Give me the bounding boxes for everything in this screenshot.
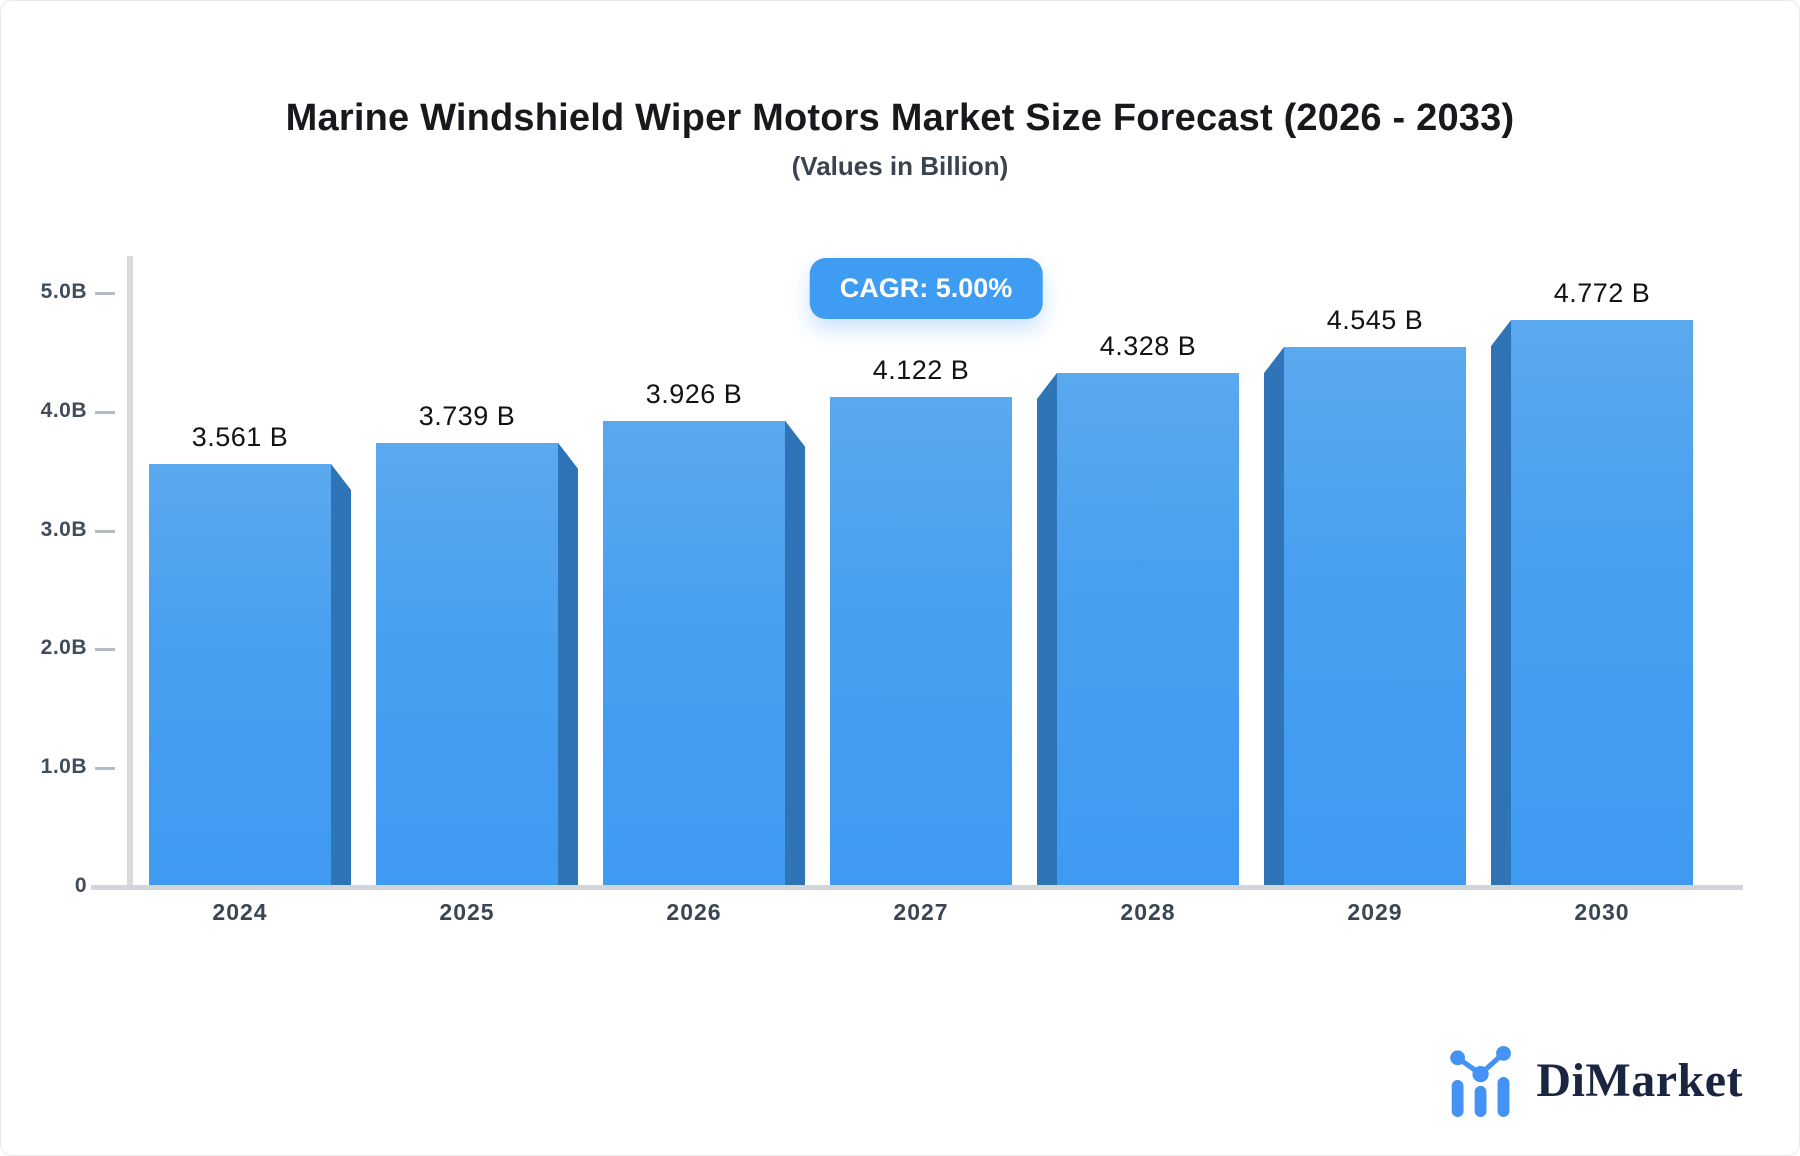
x-axis-label-2028: 2028 (1120, 899, 1176, 925)
brand-name: DiMarket (1536, 1053, 1743, 1107)
y-axis-tick-label: 1.0B (40, 755, 87, 779)
brand-logo: DiMarket (1448, 1041, 1743, 1119)
chart-title: Marine Windshield Wiper Motors Market Si… (285, 97, 1515, 139)
bar-side-2029 (1264, 347, 1284, 887)
bar-line-chart-icon (1450, 1045, 1512, 1117)
bar-side-2028 (1037, 372, 1057, 887)
y-axis-tick (95, 410, 115, 414)
y-axis-tick (95, 648, 115, 652)
y-axis-tick (95, 767, 115, 771)
x-axis-label-2029: 2029 (1347, 899, 1403, 925)
x-axis-baseline (91, 885, 1743, 890)
bar-side-2026 (785, 420, 805, 887)
bar-value-label-2027: 4.122 B (872, 355, 970, 386)
cagr-badge: CAGR: 5.00% (809, 258, 1043, 319)
bar-2030 (1511, 320, 1693, 887)
y-axis-tick (95, 292, 115, 295)
bar-2027 (830, 397, 1012, 887)
y-axis-tick-label: 4.0B (40, 398, 87, 422)
x-axis-label-2024: 2024 (212, 899, 268, 925)
bar-value-label-2030: 4.772 B (1553, 278, 1651, 309)
x-axis-label-2026: 2026 (666, 899, 722, 925)
bar-value-label-2025: 3.739 B (418, 400, 516, 431)
bar-2029 (1284, 347, 1466, 887)
y-axis-line (127, 256, 133, 889)
bar-2024 (149, 463, 331, 887)
bar-side-2025 (558, 442, 578, 887)
x-axis-label-2025: 2025 (439, 899, 495, 925)
x-axis-label-2030: 2030 (1574, 899, 1630, 925)
bar-side-2030 (1491, 320, 1511, 887)
y-axis-tick-label: 2.0B (40, 636, 87, 660)
x-axis-label-2027: 2027 (893, 899, 949, 925)
y-axis-tick-label: 5.0B (40, 280, 87, 303)
bar-2026 (603, 420, 785, 887)
y-axis-tick-label: 0 (74, 874, 87, 897)
bar-value-label-2024: 3.561 B (191, 421, 289, 452)
bar-side-2024 (331, 463, 351, 887)
bar-value-label-2028: 4.328 B (1099, 330, 1197, 361)
chart-subtitle: (Values in Billion) (791, 151, 1009, 181)
bar-2025 (376, 442, 558, 887)
bar-value-label-2026: 3.926 B (645, 378, 743, 409)
bar-value-label-2029: 4.545 B (1326, 305, 1424, 336)
bar-2028 (1057, 372, 1239, 887)
y-axis-tick-label: 3.0B (40, 517, 87, 541)
y-axis-tick (95, 529, 115, 533)
